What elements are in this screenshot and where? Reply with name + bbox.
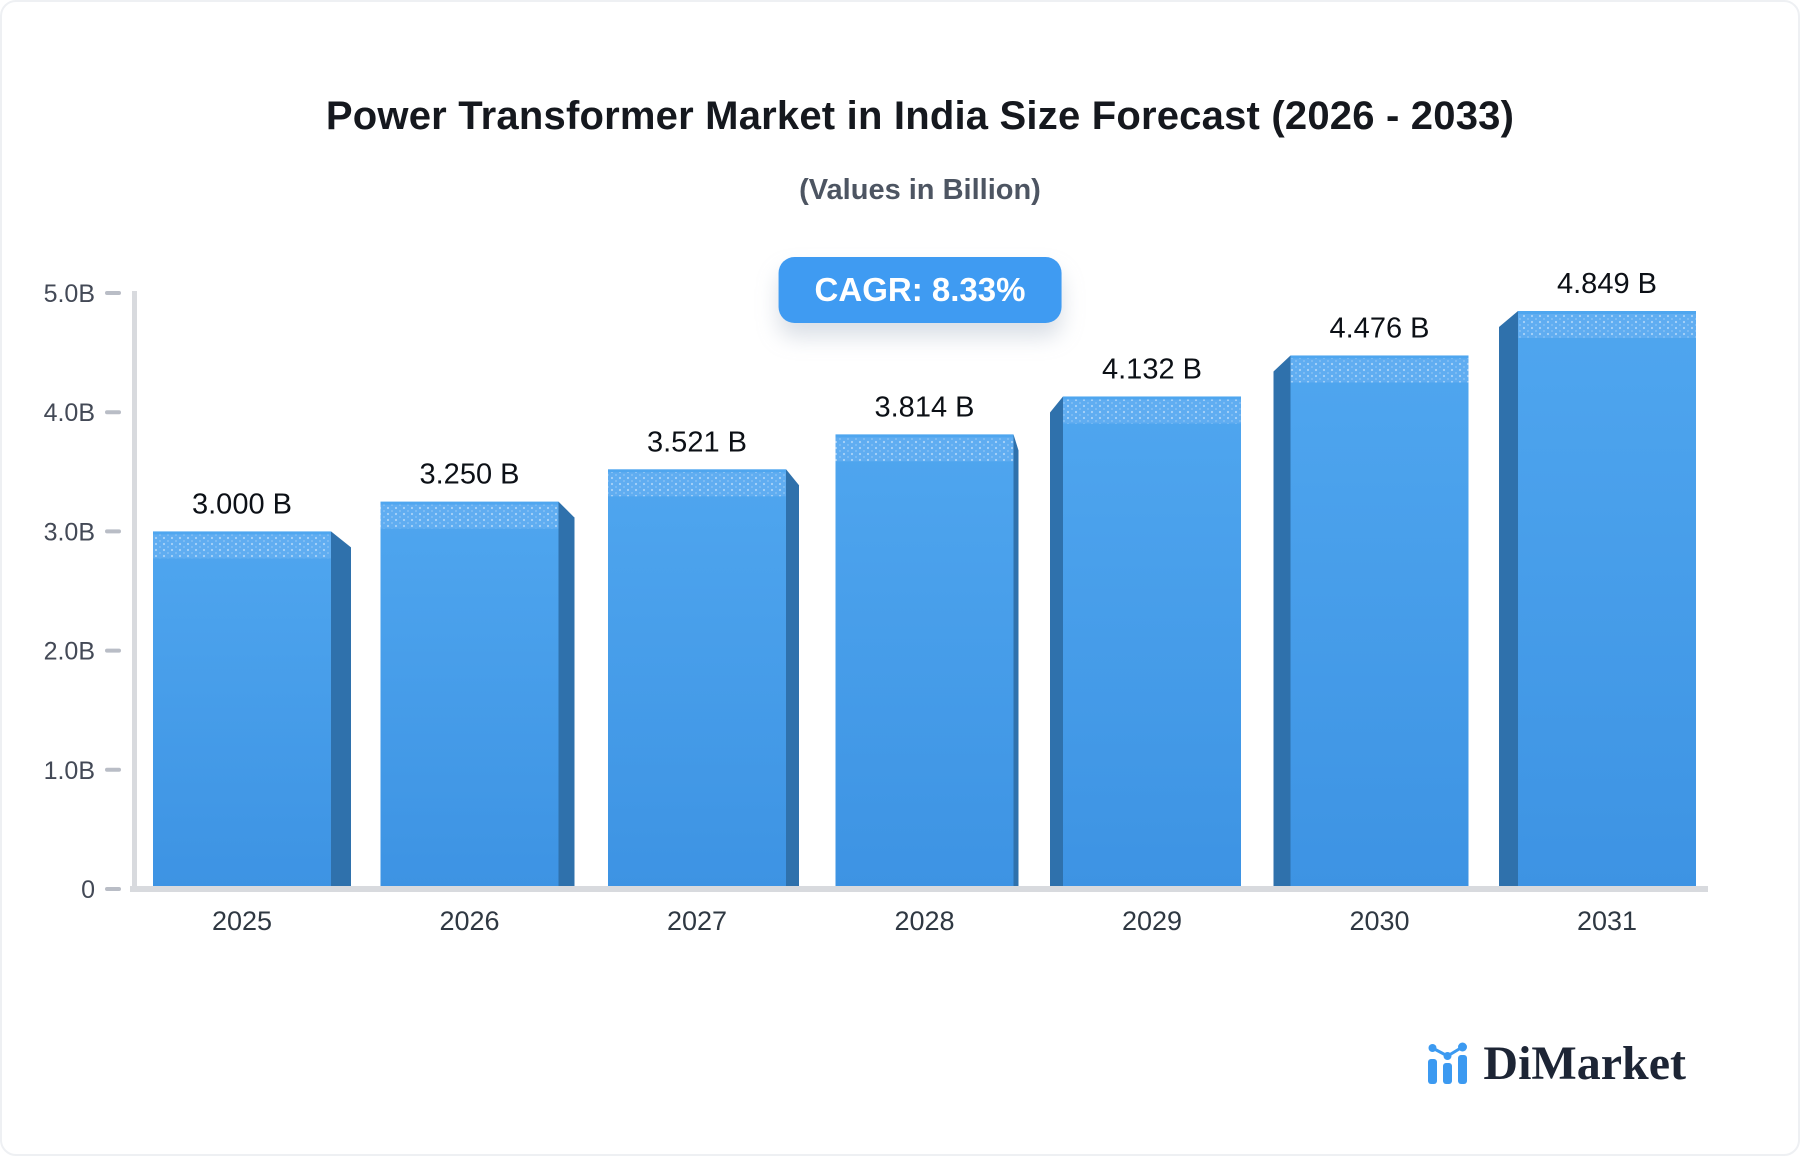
bar-top-band: [835, 437, 1014, 462]
bar-3d-side: [1013, 434, 1019, 888]
y-axis-label: 3.0B: [44, 518, 95, 546]
y-axis-tick: [105, 767, 121, 772]
x-axis-label: 2025: [212, 906, 272, 936]
bar: [1273, 355, 1469, 888]
bar-face: [1290, 355, 1469, 888]
bar-value-label: 4.849 B: [1557, 268, 1657, 300]
bar-top-band: [608, 472, 786, 497]
cagr-badge-label: CAGR: 8.33%: [814, 271, 1026, 308]
x-axis-label: 2027: [667, 906, 727, 936]
bar: [608, 469, 799, 888]
bar-top-band: [153, 534, 331, 559]
x-axis-label: 2030: [1349, 906, 1409, 936]
y-axis-label: 5.0B: [44, 280, 95, 308]
brand-logo: DiMarket: [1425, 1040, 1686, 1088]
y-axis-label: 0: [81, 876, 95, 904]
bar-value-label: 3.814 B: [875, 391, 975, 423]
y-axis-label: 2.0B: [44, 638, 95, 666]
bar-value-label: 4.132 B: [1102, 353, 1202, 385]
bar: [1499, 310, 1696, 888]
cagr-badge: CAGR: 8.33%: [778, 257, 1062, 323]
bar-3d-side: [1050, 396, 1063, 888]
bar-face: [835, 434, 1014, 888]
bar-top-band: [380, 504, 559, 529]
bar-value-label: 4.476 B: [1330, 312, 1430, 344]
x-axis-label: 2028: [894, 906, 954, 936]
x-axis-line: [130, 886, 1708, 892]
y-axis-line: [132, 291, 137, 889]
bar-value-label: 3.521 B: [647, 426, 747, 458]
y-axis-label: 4.0B: [44, 399, 95, 427]
bar-3d-side: [786, 469, 799, 888]
y-axis-tick: [105, 291, 121, 295]
y-axis-tick: [105, 648, 121, 653]
chart-title: Power Transformer Market in India Size F…: [325, 94, 1515, 138]
bar-3d-side: [331, 531, 351, 888]
chart-subtitle: (Values in Billion): [799, 174, 1041, 206]
bar-3d-side: [1499, 310, 1518, 888]
bar-face: [153, 531, 331, 888]
bar-top-band: [1063, 399, 1241, 424]
y-axis-label: 1.0B: [44, 757, 95, 785]
bar: [1050, 396, 1241, 888]
bar-value-label: 3.000 B: [192, 488, 292, 520]
bar-3d-side: [1273, 355, 1291, 888]
brand-logo-text: DiMarket: [1483, 1037, 1686, 1090]
y-axis-tick: [105, 410, 121, 415]
y-axis-tick: [105, 887, 121, 891]
bar-face: [1063, 396, 1241, 888]
bar-value-label: 3.250 B: [420, 459, 520, 491]
bar-face: [608, 469, 786, 888]
x-axis-label: 2029: [1122, 906, 1182, 936]
bar: [153, 531, 351, 888]
x-axis-label: 2031: [1577, 906, 1637, 936]
y-axis-tick: [105, 529, 121, 534]
bar: [835, 434, 1019, 888]
x-axis-label: 2026: [439, 906, 499, 936]
bar-top-band: [1518, 313, 1696, 338]
bar-face: [380, 501, 559, 888]
bar-top-band: [1290, 358, 1469, 383]
bar-3d-side: [558, 501, 575, 888]
brand-logo-chart-icon: [1428, 1042, 1468, 1084]
bar: [380, 501, 575, 888]
bar-face: [1518, 310, 1696, 888]
